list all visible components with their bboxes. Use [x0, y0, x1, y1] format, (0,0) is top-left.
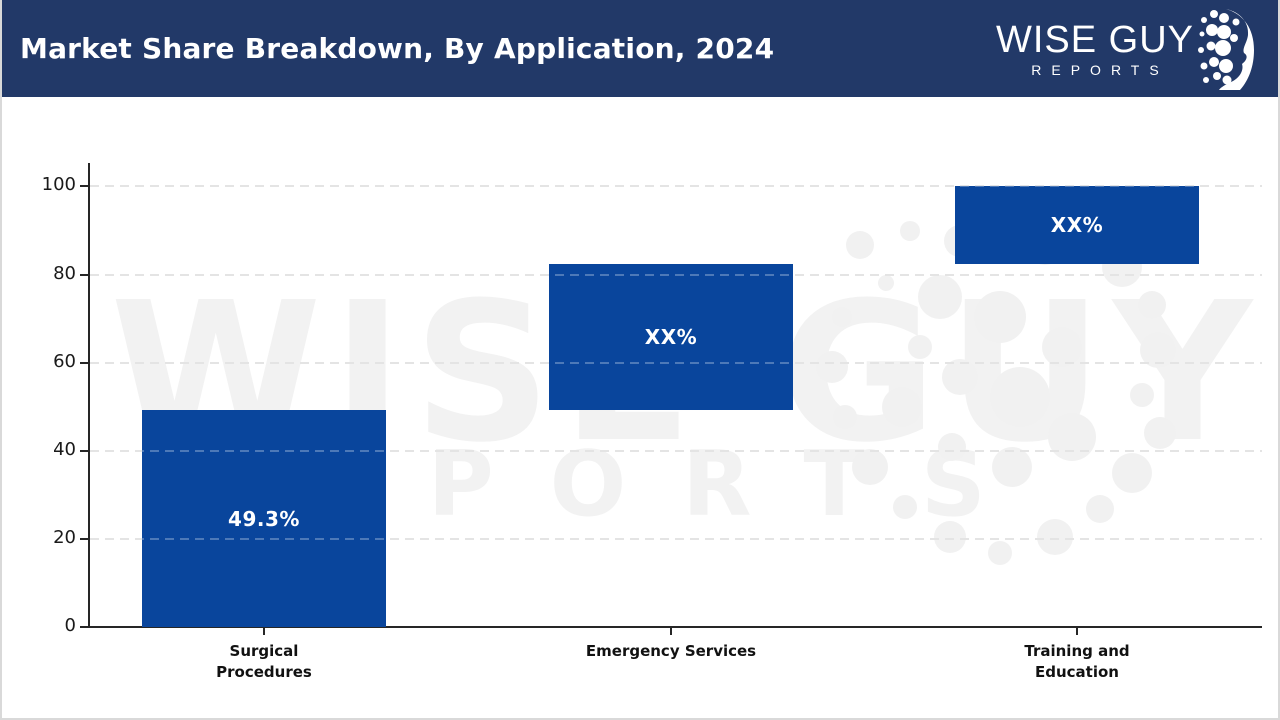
y-tick: [80, 538, 88, 540]
gridline-overlay: [90, 450, 1262, 452]
y-axis-line: [88, 163, 90, 628]
logo-wordmark-line1: WISE GUY: [995, 18, 1194, 61]
y-tick: [80, 185, 88, 187]
y-tick-label: 40: [53, 439, 76, 460]
x-tick: [1076, 628, 1078, 635]
y-tick: [80, 450, 88, 452]
x-axis-line: [88, 626, 1262, 628]
bar-value-label: XX%: [644, 325, 698, 349]
chart-title: Market Share Breakdown, By Application, …: [20, 32, 775, 65]
gridline-overlay: [90, 185, 1262, 187]
gridline: [90, 185, 1262, 187]
x-category-label-line: Emergency Services: [585, 642, 757, 660]
x-category-label: Emergency Services: [521, 641, 821, 662]
gridline-overlay: [90, 538, 1262, 540]
bar-segment: XX%: [955, 186, 1199, 264]
gridline: [90, 450, 1262, 452]
logo-wordmark-line2: REPORTS: [1031, 61, 1169, 78]
x-category-label-line: Procedures: [216, 663, 312, 681]
gridline-overlay: [90, 362, 1262, 364]
y-tick-label: 60: [53, 351, 76, 372]
y-tick-label: 20: [53, 527, 76, 548]
watermark-face-icon: [816, 218, 1176, 565]
bar-value-label: XX%: [1050, 213, 1104, 237]
x-tick: [263, 628, 265, 635]
y-tick: [80, 626, 88, 628]
gridline-overlay: [90, 274, 1262, 276]
y-tick-label: 80: [53, 263, 76, 284]
y-tick: [80, 362, 88, 364]
gridline: [90, 538, 1262, 540]
y-tick-label: 100: [41, 174, 76, 195]
bar-value-label: 49.3%: [228, 506, 300, 531]
x-category-label-line: Education: [1035, 663, 1119, 681]
report-header: Market Share Breakdown, By Application, …: [0, 0, 1280, 97]
wise-guy-reports-logo: WISE GUY REPORTS: [996, 8, 1254, 90]
bar-segment: 49.3%: [142, 410, 386, 627]
bar-segment: XX%: [549, 264, 793, 410]
logo-wordmark: WISE GUY REPORTS: [996, 21, 1194, 77]
x-category-label: Surgical Procedures: [114, 641, 414, 683]
x-category-label: Training and Education: [927, 641, 1227, 683]
x-category-label-line: Surgical: [229, 642, 299, 660]
x-category-label-line: Training and: [1024, 642, 1130, 660]
logo-face-icon: [1198, 8, 1254, 90]
y-tick: [80, 274, 88, 276]
x-tick: [670, 628, 672, 635]
y-tick-label: 0: [64, 615, 76, 636]
